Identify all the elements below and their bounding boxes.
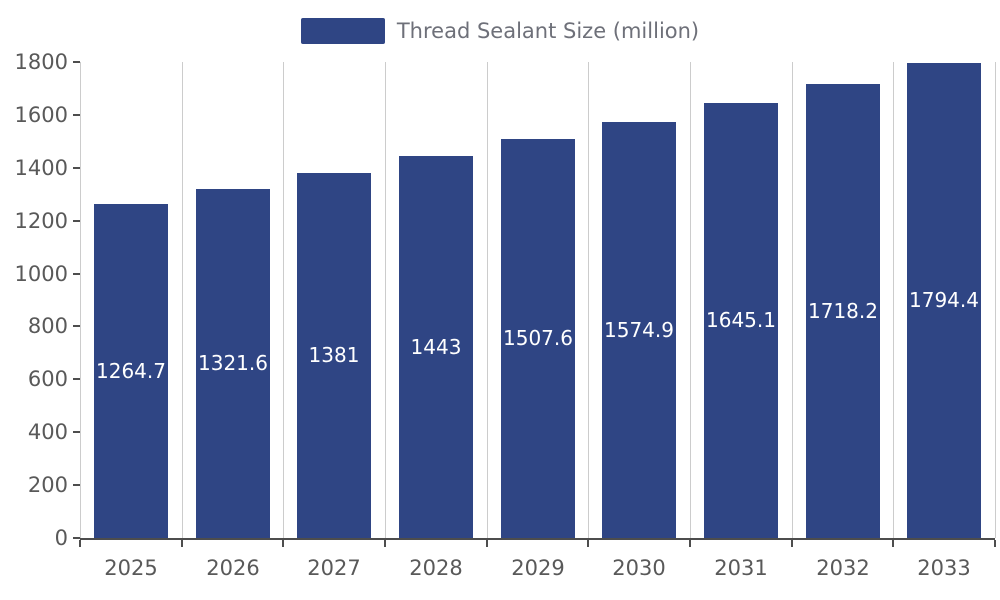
y-axis-tick-label: 1800 — [14, 50, 68, 74]
y-axis-tick-label: 1400 — [14, 155, 68, 180]
bar — [196, 189, 270, 538]
y-axis-tick-label: 400 — [27, 420, 68, 445]
y-axis-tick-label: 800 — [27, 314, 68, 339]
x-axis-tick-label: 2033 — [917, 556, 971, 580]
x-axis-tick-mark — [791, 540, 793, 547]
bar — [501, 139, 575, 538]
gridline — [182, 62, 183, 538]
bar-value-label: 1718.2 — [808, 299, 878, 323]
gridline — [893, 62, 894, 538]
bar — [907, 63, 981, 538]
bar — [94, 204, 168, 538]
x-axis-tick-label: 2030 — [612, 556, 666, 580]
y-axis-tick-mark — [73, 431, 80, 433]
x-axis-tick-mark — [282, 540, 284, 547]
x-axis-tick-mark — [486, 540, 488, 547]
bar-value-label: 1794.4 — [909, 288, 979, 312]
y-axis-tick-mark — [73, 61, 80, 63]
y-axis-tick-mark — [73, 220, 80, 222]
bar-value-label: 1443 — [410, 335, 462, 359]
y-axis-tick-label: 1000 — [14, 261, 68, 286]
x-axis-tick-mark — [689, 540, 691, 547]
bar — [704, 103, 778, 538]
bar — [399, 156, 473, 538]
bar-value-label: 1381 — [308, 343, 360, 367]
y-axis-tick-mark — [73, 167, 80, 169]
x-axis-tick-label: 2032 — [816, 556, 870, 580]
bar — [297, 173, 371, 538]
x-axis-tick-label: 2031 — [714, 556, 768, 580]
y-axis-tick-mark — [73, 273, 80, 275]
x-axis-tick-mark — [994, 540, 996, 547]
y-axis-tick-label: 0 — [54, 526, 68, 550]
x-axis-tick-label: 2028 — [409, 556, 463, 580]
y-axis-tick-mark — [73, 325, 80, 327]
gridline — [385, 62, 386, 538]
y-axis-tick-label: 1200 — [14, 208, 68, 233]
y-axis-tick-label: 1600 — [14, 102, 68, 127]
x-axis-tick-mark — [79, 540, 81, 547]
bar-value-label: 1574.9 — [604, 318, 674, 342]
gridline — [995, 62, 996, 538]
gridline — [588, 62, 589, 538]
y-axis-tick-mark — [73, 114, 80, 116]
gridline — [487, 62, 488, 538]
bar — [602, 122, 676, 538]
plot-area: 1264.7 1321.6 1381 1443 1507.6 1574.9 1645.1 17… — [80, 62, 996, 540]
y-axis-tick-mark — [73, 484, 80, 486]
gridline — [792, 62, 793, 538]
legend-item[interactable]: Thread Sealant Size (million) — [0, 16, 1000, 46]
y-axis-tick-mark — [73, 537, 80, 539]
x-axis-tick-label: 2027 — [307, 556, 361, 580]
y-axis-tick-label: 600 — [27, 367, 68, 392]
gridline — [283, 62, 284, 538]
legend-label: Thread Sealant Size (million) — [396, 19, 700, 43]
x-axis-tick-label: 2026 — [206, 556, 260, 580]
x-axis-tick-mark — [181, 540, 183, 547]
x-axis-tick-mark — [892, 540, 894, 547]
y-axis-tick-mark — [73, 378, 80, 380]
gridline — [690, 62, 691, 538]
x-axis-tick-mark — [587, 540, 589, 547]
bar-value-label: 1321.6 — [198, 351, 268, 375]
legend-swatch-icon — [300, 18, 385, 44]
x-axis-tick-label: 2029 — [511, 556, 565, 580]
x-axis-tick-mark — [384, 540, 386, 547]
bar — [806, 84, 880, 538]
bar-value-label: 1264.7 — [96, 359, 166, 383]
x-axis-tick-label: 2025 — [104, 556, 158, 580]
gridline — [80, 62, 81, 538]
bar-value-label: 1645.1 — [706, 308, 776, 332]
y-axis-tick-label: 200 — [27, 473, 68, 498]
bar-value-label: 1507.6 — [503, 326, 573, 350]
